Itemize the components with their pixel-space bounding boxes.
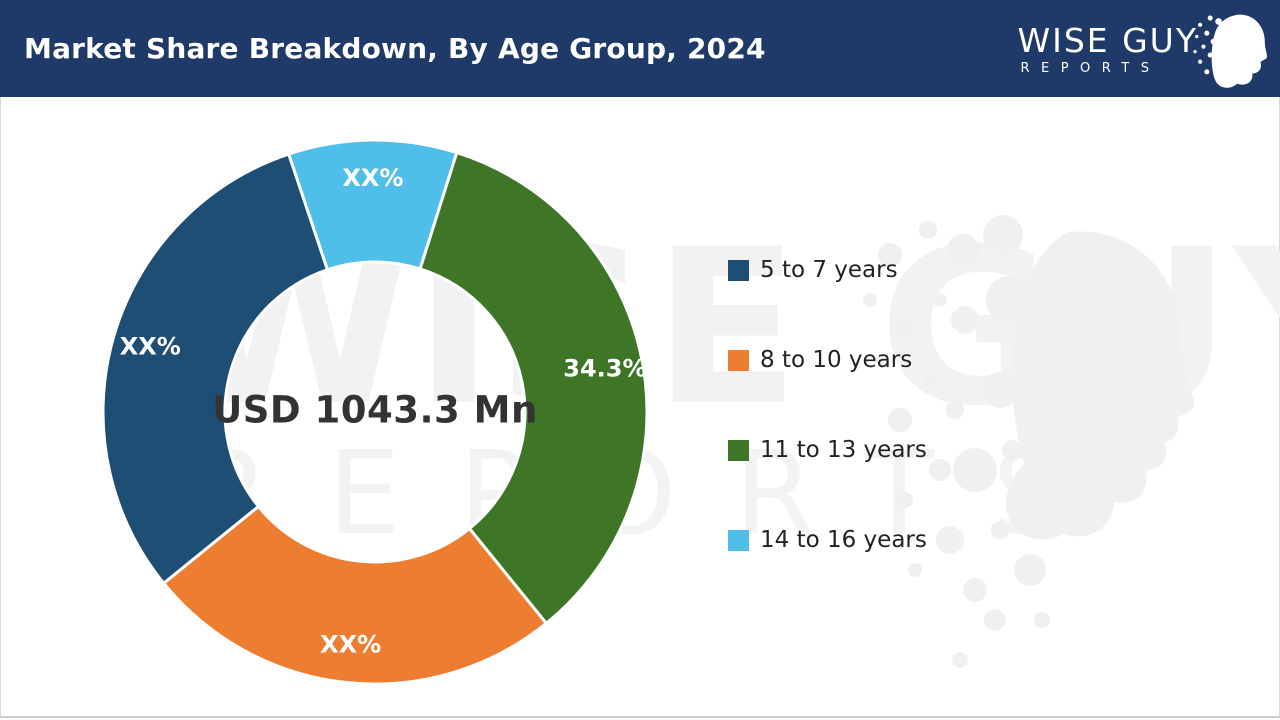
brand-logo-subtitle: REPORTS xyxy=(1020,61,1161,77)
watermark-face-dots xyxy=(863,215,1195,668)
legend-swatch xyxy=(728,529,749,551)
legend-item-5-to-7-years: 5 to 7 years xyxy=(728,257,927,283)
legend-label: 8 to 10 years xyxy=(760,347,913,373)
slice-label-14-to-16-years: XX% xyxy=(342,164,403,192)
brand-logo-name: WISE GUY xyxy=(1017,20,1198,60)
chart-legend: 5 to 7 years 8 to 10 years 11 to 13 years 1… xyxy=(728,257,927,617)
legend-swatch xyxy=(728,439,749,461)
center-value: USD 1043.3 Mn xyxy=(212,388,538,432)
legend-label: 11 to 13 years xyxy=(760,437,927,463)
donut-chart: XX% 34.3% XX% XX% xyxy=(101,138,649,686)
chart-title: Market Share Breakdown, By Age Group, 20… xyxy=(24,32,766,65)
donut-segment-8-to-10-years xyxy=(161,504,549,686)
legend-swatch xyxy=(728,259,749,281)
legend-item-8-to-10-years: 8 to 10 years xyxy=(728,347,927,373)
donut-segment-5-to-7-years xyxy=(101,152,330,586)
brand-logo-face-icon xyxy=(1193,14,1267,88)
legend-swatch xyxy=(728,349,749,371)
slice-label-8-to-10-years: XX% xyxy=(320,631,381,659)
legend-label: 5 to 7 years xyxy=(760,257,898,283)
legend-label: 14 to 16 years xyxy=(760,527,927,553)
legend-item-14-to-16-years: 14 to 16 years xyxy=(728,527,927,553)
slice-label-5-to-7-years: XX% xyxy=(120,333,181,361)
header-bar: Market Share Breakdown, By Age Group, 20… xyxy=(0,0,1280,97)
legend-item-11-to-13-years: 11 to 13 years xyxy=(728,437,927,463)
brand-logo: WISE GUY REPORTS xyxy=(1017,8,1270,92)
donut-segment-11-to-13-years xyxy=(418,150,649,626)
slice-label-11-to-13-years: 34.3% xyxy=(563,354,646,382)
